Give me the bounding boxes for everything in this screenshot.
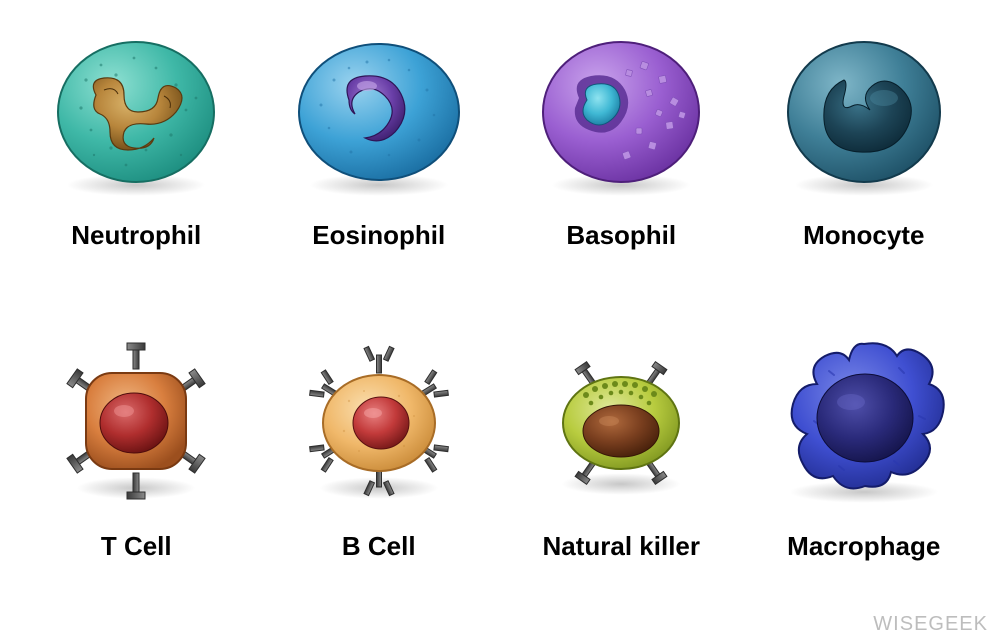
cell-label-bcell: B Cell <box>342 531 416 562</box>
cell-card-macrophage: Macrophage <box>748 321 981 622</box>
cell-label-eosinophil: Eosinophil <box>312 220 445 251</box>
cell-grid: Neutrophil <box>0 0 1000 642</box>
cell-image-nk <box>521 321 721 521</box>
cell-card-monocyte: Monocyte <box>748 10 981 311</box>
cell-card-eosinophil: Eosinophil <box>263 10 496 311</box>
cell-image-macrophage <box>764 321 964 521</box>
cell-label-nk: Natural killer <box>542 531 700 562</box>
cell-label-macrophage: Macrophage <box>787 531 940 562</box>
cell-card-tcell: T Cell <box>20 321 253 622</box>
cell-label-tcell: T Cell <box>101 531 172 562</box>
cell-image-eosinophil <box>279 10 479 210</box>
cell-image-tcell <box>36 321 236 521</box>
cell-label-neutrophil: Neutrophil <box>71 220 201 251</box>
cell-card-bcell: B Cell <box>263 321 496 622</box>
cell-card-basophil: Basophil <box>505 10 738 311</box>
cell-label-basophil: Basophil <box>566 220 676 251</box>
cell-image-bcell <box>279 321 479 521</box>
cell-label-monocyte: Monocyte <box>803 220 924 251</box>
cell-card-neutrophil: Neutrophil <box>20 10 253 311</box>
cell-image-neutrophil <box>36 10 236 210</box>
watermark: WISEGEEK <box>873 613 988 636</box>
cell-card-nk: Natural killer <box>505 321 738 622</box>
cell-image-basophil <box>521 10 721 210</box>
cell-image-monocyte <box>764 10 964 210</box>
